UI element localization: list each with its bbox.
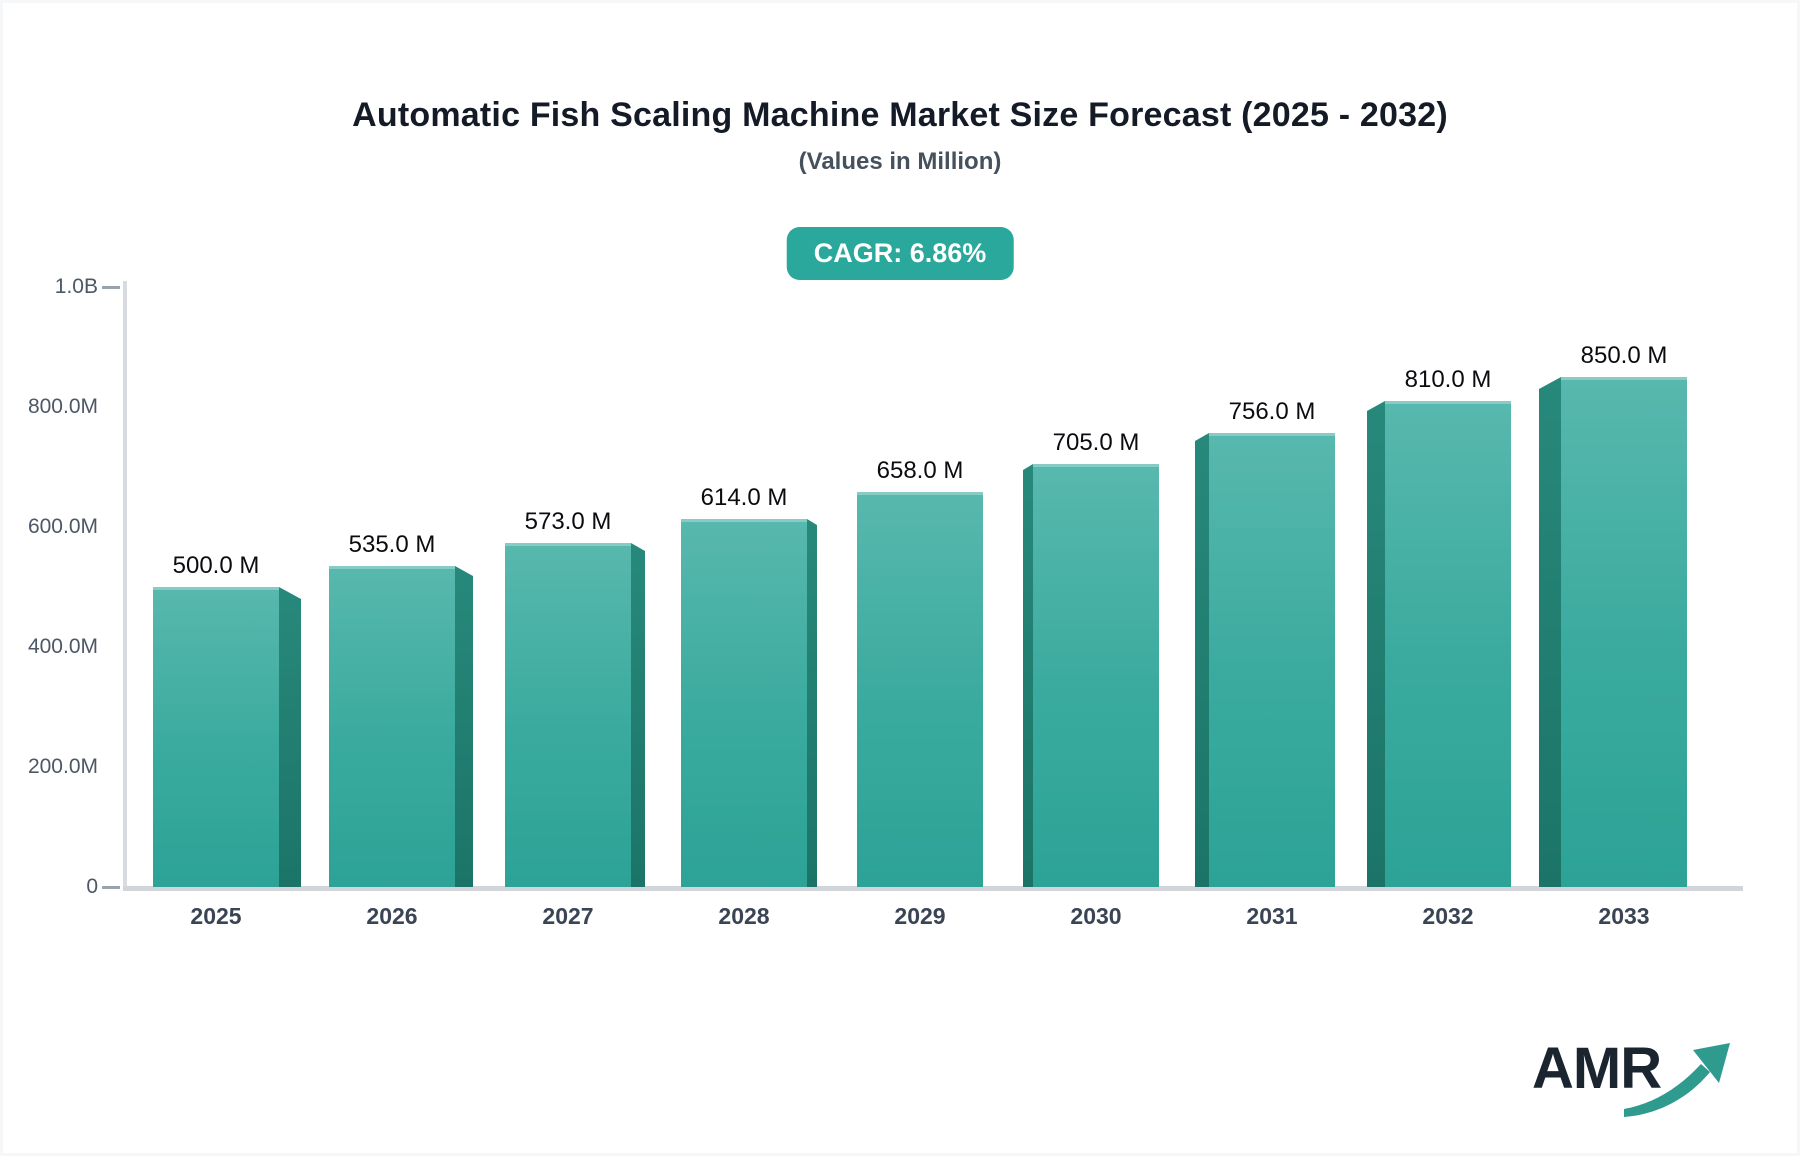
x-tick-label-2033: 2033 [1598,903,1650,929]
x-tick-label-2025: 2025 [190,903,242,929]
y-tick-label: 0 [86,875,98,898]
bar-value-label: 500.0 M [172,552,260,579]
y-tick-label: 800.0M [27,395,98,418]
x-tick-label-2030: 2030 [1070,903,1122,929]
amr-logo: AMR [1522,1035,1732,1135]
bar-side-face-2025 [279,587,301,887]
x-tick-label-2032: 2032 [1422,903,1474,929]
amr-logo-text: AMR [1532,1036,1662,1101]
bar-2029 [857,492,983,887]
bar-value-label: 614.0 M [700,484,788,511]
x-tick-label-2029: 2029 [894,903,946,929]
y-tick-label: 600.0M [27,515,98,538]
y-tick-label: 1.0B [54,275,98,298]
growth-arrow-icon [1624,1043,1730,1117]
bar-side-face-2030 [1023,464,1033,887]
y-tick-mark [102,886,120,889]
y-axis-line [123,281,127,891]
bar-side-face-2026 [455,566,473,887]
bar-2031 [1209,433,1335,887]
x-tick-label-2028: 2028 [718,903,770,929]
x-tick-label-2026: 2026 [366,903,418,929]
x-tick-label-2027: 2027 [542,903,594,929]
bar-chart: 1.0B 800.0M 600.0M 400.0M 200.0M 0 500.0 M 535… [28,275,1745,929]
bar-side-face-2033 [1539,377,1561,887]
bar-value-label: 810.0 M [1404,366,1492,393]
bar-value-label: 850.0 M [1580,342,1668,369]
bar-value-label: 535.0 M [348,531,436,558]
x-axis-line [123,886,1743,891]
bar-side-face-2032 [1367,401,1385,887]
bar-side-face-2031 [1195,433,1209,887]
bar-2027 [505,543,631,887]
cagr-badge: CAGR: 6.86% [786,227,1014,280]
x-tick-label-2031: 2031 [1246,903,1298,929]
bar-2028 [681,519,807,887]
bar-2030 [1033,464,1159,887]
y-tick-label: 200.0M [27,755,98,778]
bar-2026 [329,566,455,887]
bar-2032 [1385,401,1511,887]
bar-value-label: 658.0 M [876,457,964,484]
bar-side-face-2027 [631,543,645,887]
bar-side-face-2028 [807,519,817,887]
bar-2025 [153,587,279,887]
chart-subtitle: (Values in Million) [798,148,1002,175]
y-tick-label: 400.0M [27,635,98,658]
bar-value-label: 705.0 M [1052,429,1140,456]
y-tick-mark [102,286,120,289]
chart-title: Automatic Fish Scaling Machine Market Si… [352,96,1448,134]
bar-value-label: 573.0 M [524,508,612,535]
bar-value-label: 756.0 M [1228,398,1316,425]
bar-2033 [1561,377,1687,887]
